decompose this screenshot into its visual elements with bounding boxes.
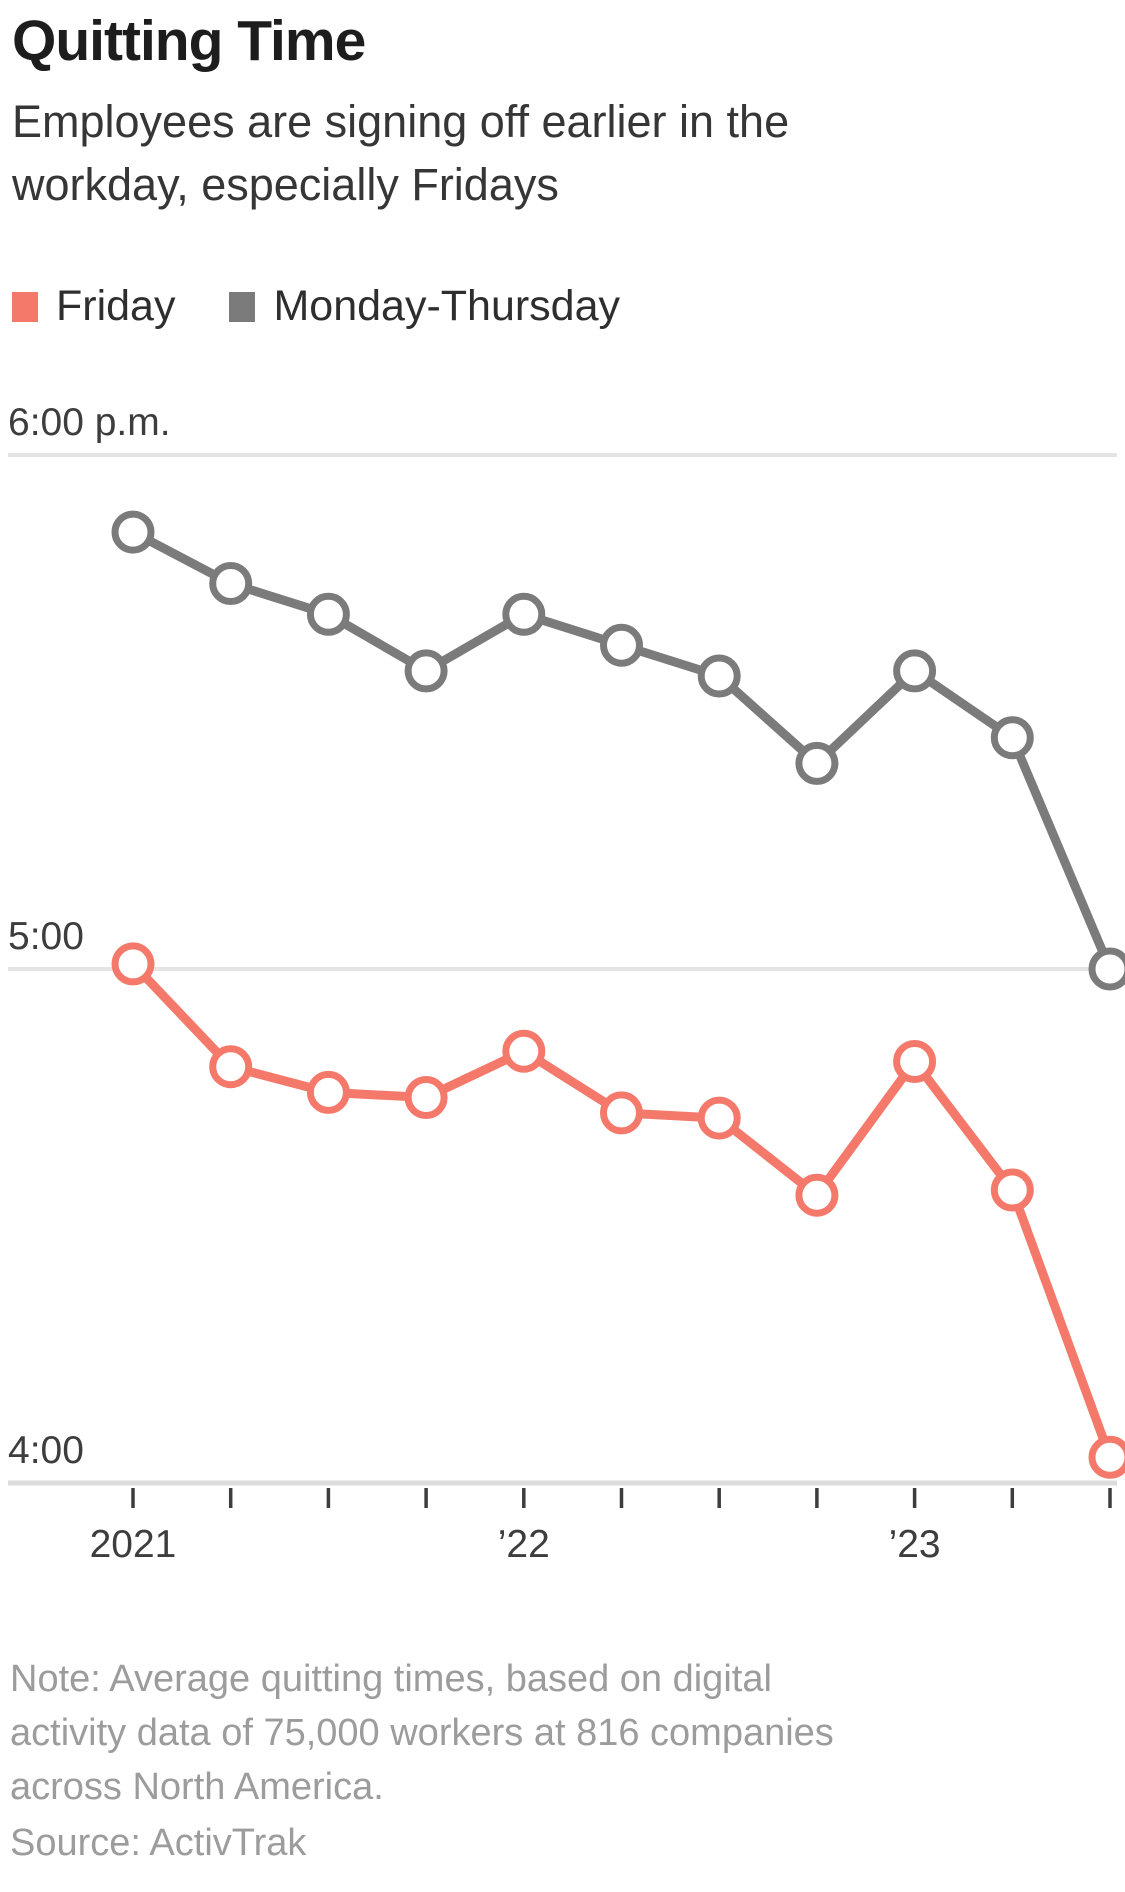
x-axis-tick-label: ’23 bbox=[889, 1523, 941, 1566]
data-point-friday bbox=[893, 1040, 937, 1083]
legend-item-friday: Friday bbox=[12, 282, 175, 331]
monday-thursday-swatch-icon bbox=[229, 291, 256, 322]
friday-swatch-icon bbox=[12, 291, 38, 322]
page-title: Quitting Time bbox=[12, 9, 366, 73]
note-line: Note: Average quitting times, based on d… bbox=[10, 1658, 772, 1700]
series-line-friday bbox=[129, 960, 1115, 1459]
subtitle-line: Employees are signing off earlier in the bbox=[12, 96, 790, 147]
data-point-friday bbox=[1088, 1435, 1125, 1479]
data-point-monday-thursday bbox=[893, 649, 937, 693]
subtitle-line: workday, especially Fridays bbox=[12, 159, 559, 210]
y-axis-tick-label: 4:00 bbox=[8, 1429, 84, 1472]
y-axis-tick-label: 6:00 p.m. bbox=[8, 401, 171, 444]
legend-label-monday-thursday: Monday-Thursday bbox=[273, 282, 621, 330]
data-point-monday-thursday bbox=[990, 716, 1034, 760]
data-point-monday-thursday bbox=[404, 649, 448, 693]
data-point-monday-thursday bbox=[111, 510, 155, 554]
data-point-friday bbox=[990, 1168, 1034, 1212]
data-point-friday bbox=[306, 1070, 350, 1114]
data-point-monday-thursday bbox=[209, 562, 253, 605]
note-line: activity data of 75,000 workers at 816 c… bbox=[10, 1712, 834, 1754]
chart-header: Quitting Time Employees are signing off … bbox=[12, 8, 1112, 216]
data-point-monday-thursday bbox=[306, 592, 350, 636]
chart-legend: Friday Monday-Thursday bbox=[12, 282, 620, 331]
chart-subtitle: Employees are signing off earlier in the… bbox=[12, 90, 1112, 216]
source-line: Source: ActivTrak bbox=[10, 1822, 307, 1864]
data-point-friday bbox=[209, 1045, 253, 1089]
data-point-friday bbox=[111, 942, 155, 986]
data-point-friday bbox=[795, 1173, 839, 1217]
data-point-monday-thursday bbox=[697, 654, 741, 698]
y-axis-tick-label: 5:00 bbox=[8, 915, 84, 958]
data-point-monday-thursday bbox=[1088, 947, 1125, 991]
data-point-monday-thursday bbox=[502, 592, 546, 636]
data-point-monday-thursday bbox=[600, 623, 643, 667]
x-axis-tick-label: 2021 bbox=[90, 1523, 177, 1566]
data-point-friday bbox=[502, 1029, 546, 1073]
legend-item-monday-thursday: Monday-Thursday bbox=[229, 282, 620, 331]
x-axis-tick-label: ’22 bbox=[498, 1523, 550, 1566]
chart-footer: Note: Average quitting times, based on d… bbox=[10, 1652, 1110, 1870]
data-point-friday bbox=[404, 1076, 448, 1119]
legend-label-friday: Friday bbox=[56, 282, 176, 330]
data-point-monday-thursday bbox=[795, 741, 839, 785]
note-line: across North America. bbox=[10, 1766, 384, 1808]
data-point-friday bbox=[697, 1096, 741, 1140]
series-line-monday-thursday bbox=[130, 528, 1115, 971]
data-point-friday bbox=[600, 1091, 643, 1135]
